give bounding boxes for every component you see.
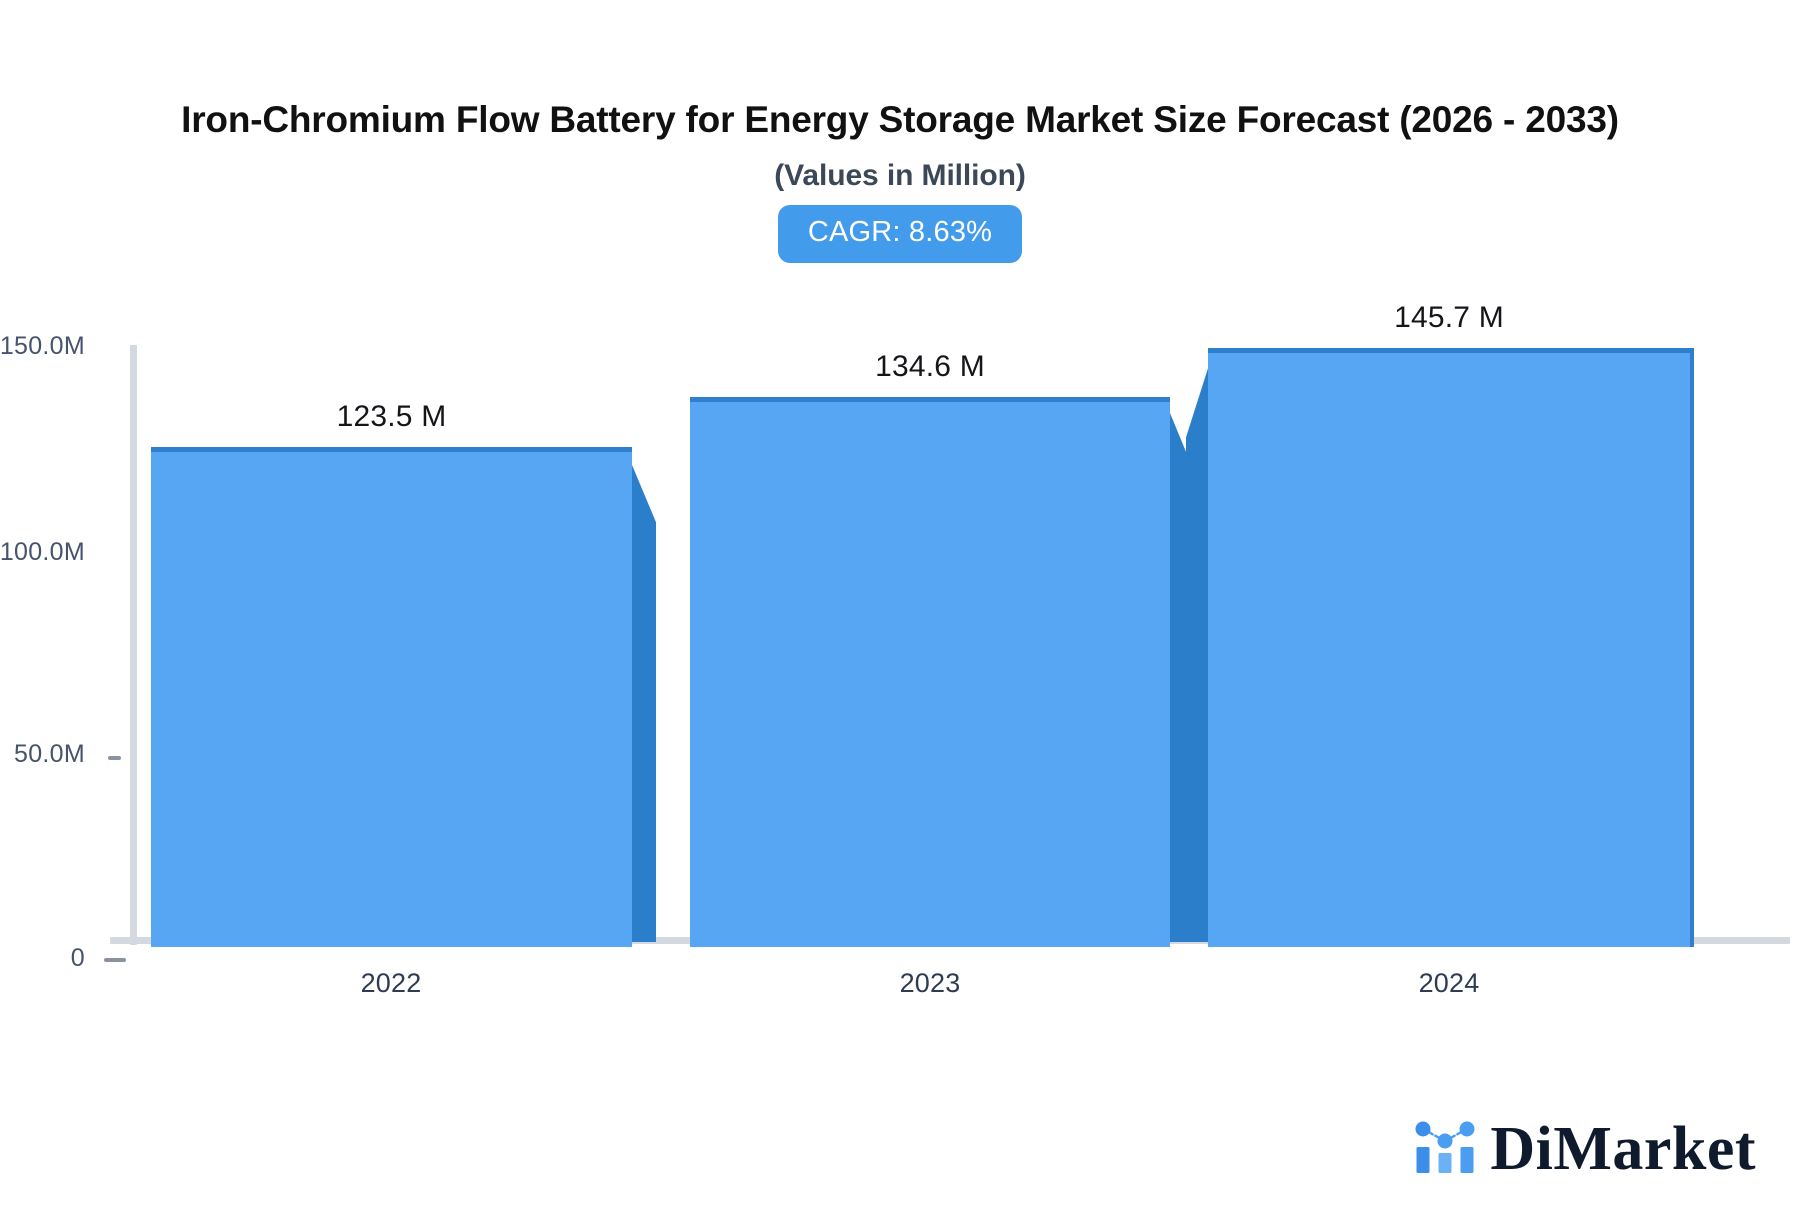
logo-wordmark: DiMarket [1490, 1114, 1756, 1183]
bar-side-2023 [1170, 413, 1194, 942]
bar-side-2022 [632, 465, 656, 942]
y-tick-dash-50 [108, 756, 121, 760]
x-tick-label-2024: 2024 [1418, 968, 1480, 998]
page-title: Iron-Chromium Flow Battery for Energy St… [181, 99, 1619, 140]
y-tick-label-150: 150.0M [0, 332, 85, 360]
cagr-badge-container: CAGR: 8.63% [0, 205, 1800, 264]
bar-value-label-2023: 134.6 M [875, 350, 985, 383]
chart-subtitle: (Values in Million) [774, 159, 1026, 193]
bar-side-2024 [1186, 362, 1210, 942]
bar-2023[interactable] [690, 397, 1170, 947]
y-tick-label-0: 0 [70, 944, 85, 972]
y-axis-line [130, 345, 137, 945]
y-tick-label-100: 100.0M [0, 538, 85, 566]
y-tick-label-50: 50.0M [14, 740, 85, 768]
dimarket-logo: DiMarket [1414, 1117, 1756, 1180]
x-axis-line [110, 937, 1790, 944]
cagr-badge: CAGR: 8.63% [777, 205, 1023, 264]
x-tick-label-2022: 2022 [360, 968, 422, 998]
bar-value-label-2024: 145.7 M [1394, 301, 1504, 334]
bar-value-label-2022: 123.5 M [336, 400, 447, 433]
y-tick-dash-0 [104, 958, 126, 962]
bar-2024[interactable] [1208, 348, 1694, 947]
chart-header: Iron-Chromium Flow Battery for Energy St… [0, 0, 1800, 264]
x-tick-label-2023: 2023 [899, 968, 961, 998]
bar-chart-logo-icon [1414, 1117, 1476, 1180]
bar-2022[interactable] [151, 447, 632, 947]
